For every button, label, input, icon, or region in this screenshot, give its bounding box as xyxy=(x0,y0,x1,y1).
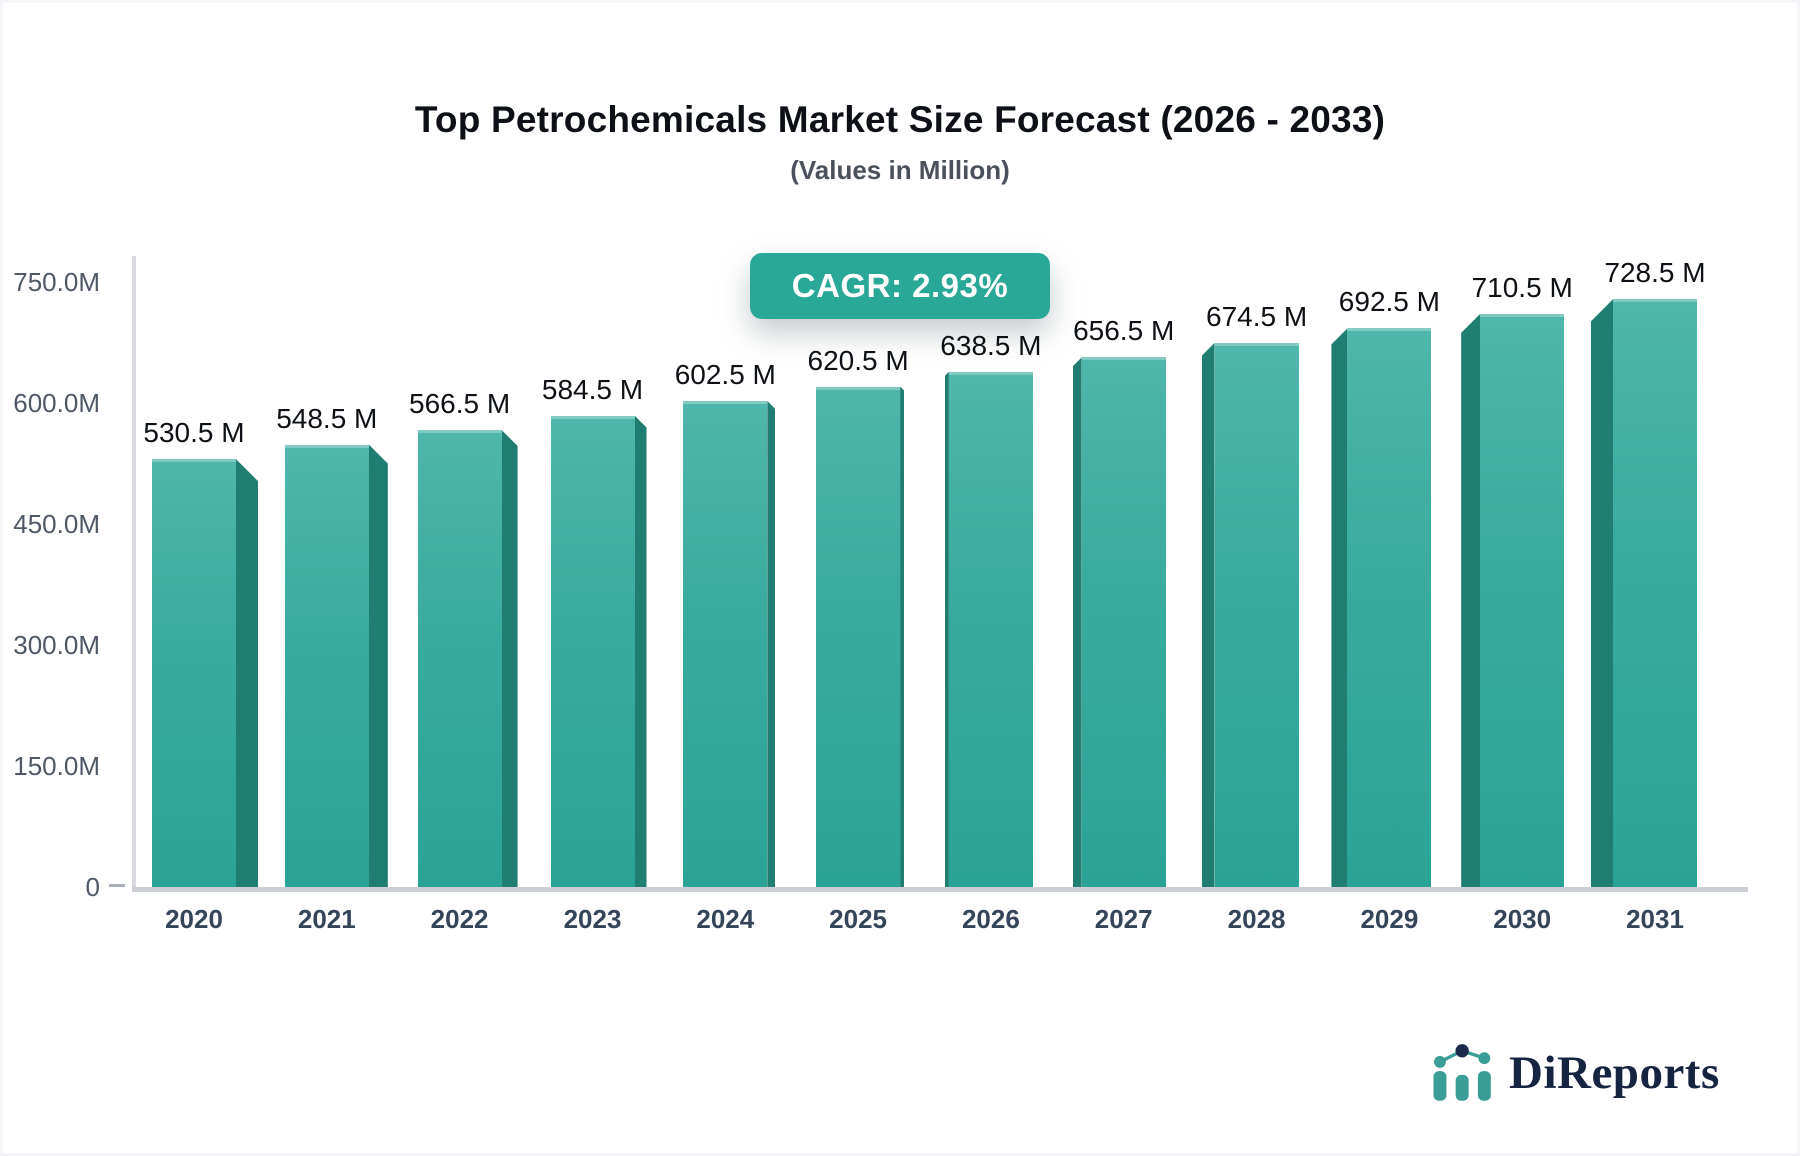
y-axis-tick-label: 150.0M xyxy=(13,751,100,781)
bar-side-shadow xyxy=(900,386,905,887)
bar-face xyxy=(550,415,635,887)
bar-2022 xyxy=(417,430,518,887)
bar-2020 xyxy=(152,459,258,887)
x-axis-label: 2030 xyxy=(1493,904,1552,934)
bar-side-shadow xyxy=(368,444,388,887)
bar-face xyxy=(417,430,502,887)
bar-2029 xyxy=(1331,328,1432,887)
x-axis-label: 2027 xyxy=(1094,904,1153,934)
x-axis-label: 2024 xyxy=(696,904,755,934)
bar-face xyxy=(284,444,369,887)
bar-face xyxy=(683,401,768,887)
bar-value-label: 656.5 M xyxy=(1073,315,1175,347)
bar-side-shadow xyxy=(1201,342,1215,887)
bar-side-shadow xyxy=(1331,328,1348,887)
bar-side-shadow xyxy=(1461,313,1481,887)
bar-face xyxy=(152,459,236,887)
bar-value-label: 728.5 M xyxy=(1604,257,1706,289)
bar-value-label: 620.5 M xyxy=(807,344,909,376)
x-axis-label: 2028 xyxy=(1227,904,1286,934)
bar-2027 xyxy=(1072,357,1166,887)
bar-side-shadow xyxy=(944,371,949,887)
x-axis-label: 2020 xyxy=(165,904,223,934)
bar-2023 xyxy=(550,415,647,887)
bar-value-label: 674.5 M xyxy=(1206,300,1308,332)
bar-face xyxy=(1347,328,1432,887)
x-axis-label: 2022 xyxy=(430,904,489,934)
bar-side-shadow xyxy=(501,430,518,887)
bar-value-label: 638.5 M xyxy=(940,329,1042,361)
bar-side-shadow xyxy=(1072,357,1082,887)
bar-value-label: 602.5 M xyxy=(674,359,776,390)
logo-text: DiReports xyxy=(1509,1047,1720,1099)
x-axis-line xyxy=(132,887,1748,892)
x-axis-label: 2026 xyxy=(961,904,1020,934)
x-axis-label: 2021 xyxy=(297,904,356,934)
bar-side-shadow xyxy=(634,415,647,887)
bar-2024 xyxy=(683,401,776,887)
y-axis-tick-label: 450.0M xyxy=(13,509,100,539)
bar-side-shadow xyxy=(236,459,258,887)
chart-title: Top Petrochemicals Market Size Forecast … xyxy=(414,99,1386,140)
x-axis-label: 2023 xyxy=(563,904,622,934)
bar-2026 xyxy=(944,371,1033,887)
bar-2028 xyxy=(1201,342,1299,887)
bar-face xyxy=(948,371,1033,887)
y-axis-tick-label: 600.0M xyxy=(13,388,100,418)
bar-face xyxy=(816,386,901,887)
x-axis-label: 2025 xyxy=(829,904,888,934)
x-axis-label: 2031 xyxy=(1626,904,1684,934)
bar-2031 xyxy=(1591,299,1697,887)
bar-side-shadow xyxy=(1591,299,1613,887)
zero-tick xyxy=(109,884,125,887)
bar-value-label: 584.5 M xyxy=(541,373,644,405)
bar-value-label: 566.5 M xyxy=(409,388,511,419)
bar-value-label: 692.5 M xyxy=(1338,286,1440,318)
y-axis-tick-label: 0 xyxy=(85,872,100,902)
bar-face xyxy=(1081,357,1166,887)
x-axis-label: 2029 xyxy=(1360,904,1419,934)
bar-value-label: 710.5 M xyxy=(1471,271,1573,303)
bar-value-label: 530.5 M xyxy=(143,417,245,449)
chart-subtitle: (Values in Million) xyxy=(790,155,1010,185)
direports-logo: DiReports xyxy=(1427,1036,1720,1110)
bar-2030 xyxy=(1461,313,1565,887)
bar-side-shadow xyxy=(767,401,776,887)
bar-face xyxy=(1613,299,1697,887)
bar-2021 xyxy=(284,444,388,887)
y-axis-line xyxy=(132,256,136,891)
bar-face xyxy=(1480,313,1565,887)
bar-face xyxy=(1214,342,1299,887)
y-axis-tick-label: 300.0M xyxy=(13,630,100,660)
bar-value-label: 548.5 M xyxy=(276,402,378,434)
cagr-badge: CAGR: 2.93% xyxy=(750,253,1050,319)
bar-2025 xyxy=(816,386,905,887)
bar-chart-logo-icon xyxy=(1433,1044,1491,1101)
y-axis-tick-label: 750.0M xyxy=(13,267,100,297)
